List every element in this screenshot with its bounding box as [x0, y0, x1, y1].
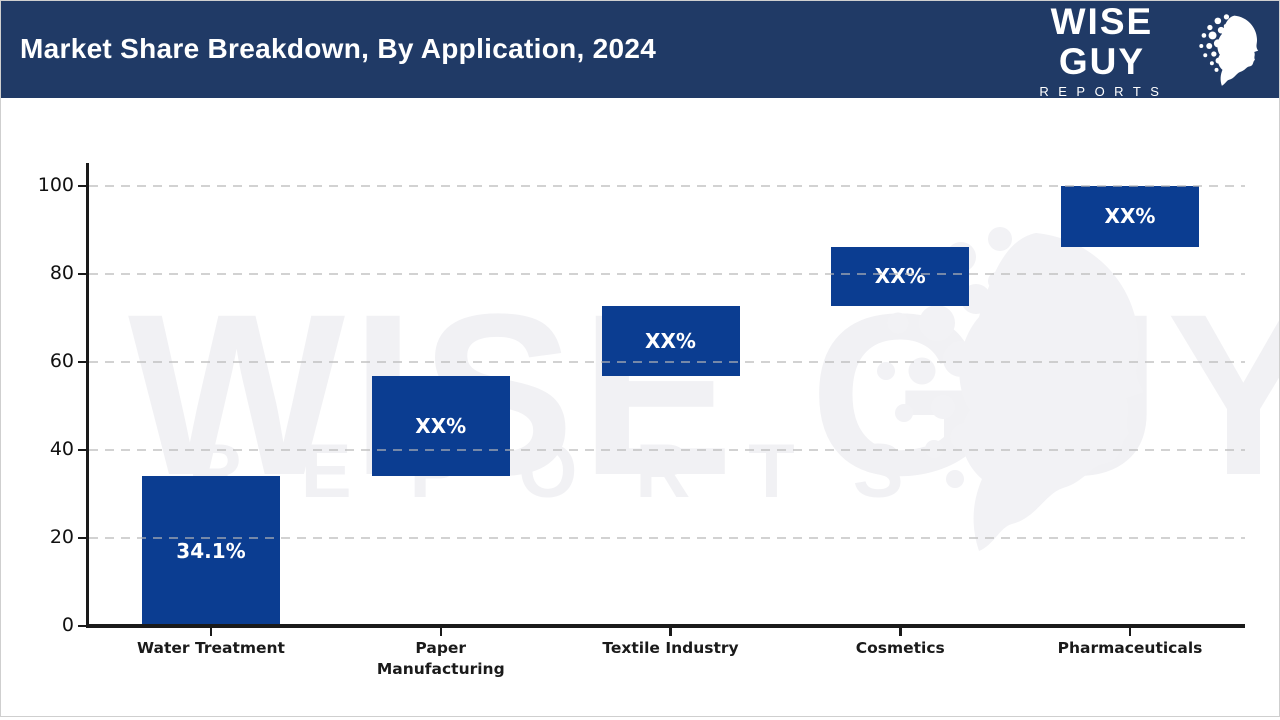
bar-value-label-paper-manufacturing: XX% — [415, 413, 467, 438]
y-tick-label-100: 100 — [37, 174, 74, 196]
x-axis-line — [86, 624, 1245, 628]
page-title: Market Share Breakdown, By Application, … — [20, 33, 657, 64]
y-tick-40 — [78, 448, 87, 452]
y-tick-label-80: 80 — [49, 262, 74, 284]
x-tick-cosmetics — [899, 628, 902, 636]
category-label-pharmaceuticals: Pharmaceuticals — [1057, 639, 1203, 657]
bar-pharmaceuticals: XX% — [1061, 186, 1199, 247]
x-tick-pharmaceuticals — [1128, 628, 1132, 636]
y-tick-80 — [78, 272, 87, 276]
y-axis-line — [86, 163, 89, 627]
bar-value-label-cosmetics: XX% — [874, 264, 926, 289]
y-tick-label-20: 20 — [49, 526, 74, 548]
wise-guy-logo: WISE GUY REPORTS — [1012, 1, 1262, 99]
dotted-head-icon — [1199, 14, 1259, 86]
y-tick-20 — [78, 536, 87, 540]
y-tick-0 — [78, 624, 87, 628]
y-tick-label-0: 0 — [61, 614, 74, 636]
gridline-100 — [89, 185, 1245, 187]
y-tick-60 — [78, 360, 87, 364]
bar-value-label-pharmaceuticals: XX% — [1104, 204, 1156, 229]
gridline-60 — [89, 361, 1245, 363]
category-label-textile-industry: Textile Industry — [602, 639, 739, 657]
bar-cosmetics: XX% — [831, 247, 970, 306]
x-tick-paper-manufacturing — [439, 628, 442, 636]
bar-textile-industry: XX% — [601, 306, 740, 376]
gridline-80 — [89, 273, 1245, 275]
y-tick-label-60: 60 — [49, 350, 74, 372]
bar-water-treatment: 34.1% — [142, 475, 280, 626]
x-tick-water-treatment — [209, 628, 213, 636]
gridline-40 — [89, 449, 1245, 451]
y-tick-label-40: 40 — [49, 438, 74, 460]
logo-subtitle: REPORTS — [1039, 83, 1169, 99]
x-tick-textile-industry — [669, 628, 672, 636]
watermark-subtitle: REPORTS — [188, 429, 962, 514]
bar-value-label-textile-industry: XX% — [645, 328, 696, 353]
category-label-water-treatment: Water Treatment — [137, 639, 285, 657]
category-label-cosmetics: Cosmetics — [855, 639, 945, 657]
header-bar: Market Share Breakdown, By Application, … — [0, 0, 1280, 99]
logo-text: WISE GUY REPORTS — [1012, 0, 1192, 99]
logo-wordmark: WISE GUY — [1050, 0, 1154, 82]
bar-paper-manufacturing: XX% — [371, 375, 510, 476]
y-tick-100 — [78, 184, 87, 188]
gridline-20 — [89, 537, 1245, 539]
category-label-paper-manufacturing: Paper Manufacturing — [376, 639, 505, 678]
bar-value-label-water-treatment: 34.1% — [176, 538, 246, 563]
